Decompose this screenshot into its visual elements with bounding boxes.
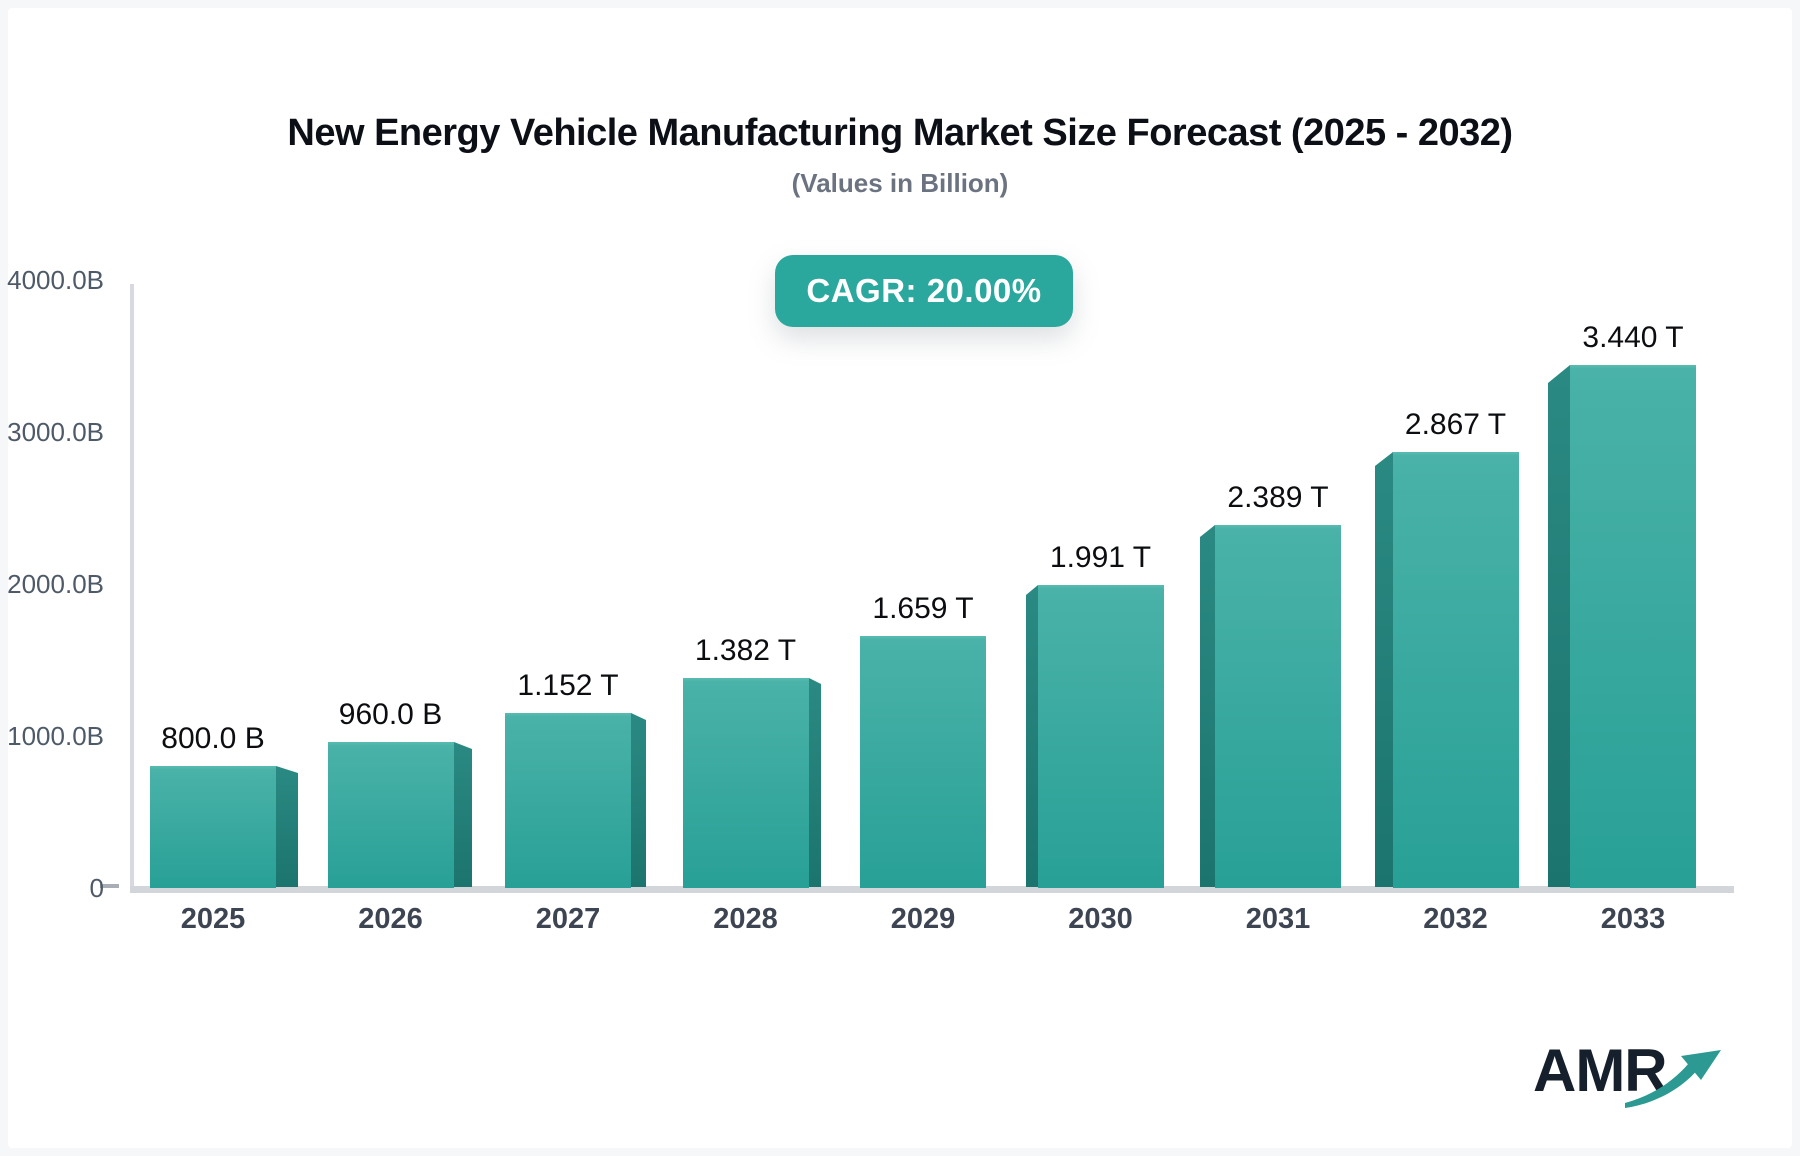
cagr-badge: CAGR: 20.00% <box>775 255 1073 327</box>
x-axis-line <box>130 886 1734 893</box>
bar-2032[interactable] <box>1393 452 1519 888</box>
bar-side-face-2028 <box>809 678 821 887</box>
chart-subtitle: (Values in Billion) <box>791 168 1009 198</box>
bar-side-face-2027 <box>631 713 646 887</box>
bar-2033[interactable] <box>1570 365 1696 888</box>
bar-2025[interactable] <box>150 766 276 888</box>
y-axis-zero-tick <box>100 884 119 888</box>
bar-side-face-2033 <box>1548 365 1570 887</box>
x-axis-label-2025: 2025 <box>180 903 246 935</box>
y-axis-tick-label: 4000.0B <box>7 265 104 295</box>
bar-2028[interactable] <box>683 678 809 888</box>
y-axis-tick-label: 0 <box>89 873 104 903</box>
x-axis-label-2033: 2033 <box>1600 903 1666 935</box>
bar-2026[interactable] <box>328 742 454 888</box>
bar-value-label-2032: 2.867 T <box>1404 408 1507 441</box>
bar-value-label-2026: 960.0 B <box>338 698 443 731</box>
bar-2027[interactable] <box>505 713 631 888</box>
bar-value-label-2030: 1.991 T <box>1049 541 1152 574</box>
bar-value-label-2027: 1.152 T <box>517 669 619 702</box>
bar-value-label-2033: 3.440 T <box>1582 321 1684 354</box>
bar-value-label-2031: 2.389 T <box>1227 481 1329 514</box>
amr-logo-text: AMR <box>1533 1037 1668 1104</box>
bar-2029[interactable] <box>860 636 986 888</box>
bar-side-face-2032 <box>1375 452 1393 887</box>
x-axis-label-2030: 2030 <box>1068 903 1133 935</box>
bar-2030[interactable] <box>1038 585 1164 888</box>
amr-logo: AMR <box>1533 1032 1733 1122</box>
bar-side-face-2026 <box>454 742 472 887</box>
chart-title: New Energy Vehicle Manufacturing Market … <box>287 112 1513 154</box>
y-axis-line <box>130 284 134 888</box>
y-axis-tick-label: 3000.0B <box>7 417 104 447</box>
bar-side-face-2031 <box>1200 525 1215 887</box>
x-axis-label-2027: 2027 <box>535 903 601 935</box>
bar-side-face-2025 <box>276 766 298 887</box>
growth-arrow-icon <box>1625 1050 1721 1108</box>
bar-side-face-2030 <box>1026 585 1038 887</box>
bar-value-label-2025: 800.0 B <box>161 722 265 755</box>
y-axis-tick-label: 2000.0B <box>7 569 104 599</box>
bar-value-label-2029: 1.659 T <box>872 592 974 625</box>
x-axis-label-2026: 2026 <box>358 903 423 935</box>
cagr-badge-label: CAGR: 20.00% <box>806 272 1042 309</box>
bar-2031[interactable] <box>1215 525 1341 888</box>
x-axis-label-2028: 2028 <box>713 903 778 935</box>
x-axis-label-2029: 2029 <box>890 903 956 935</box>
x-axis-label-2032: 2032 <box>1423 903 1488 935</box>
y-axis-tick-label: 1000.0B <box>7 721 104 751</box>
x-axis-label-2031: 2031 <box>1245 903 1311 935</box>
bar-value-label-2028: 1.382 T <box>694 634 797 667</box>
